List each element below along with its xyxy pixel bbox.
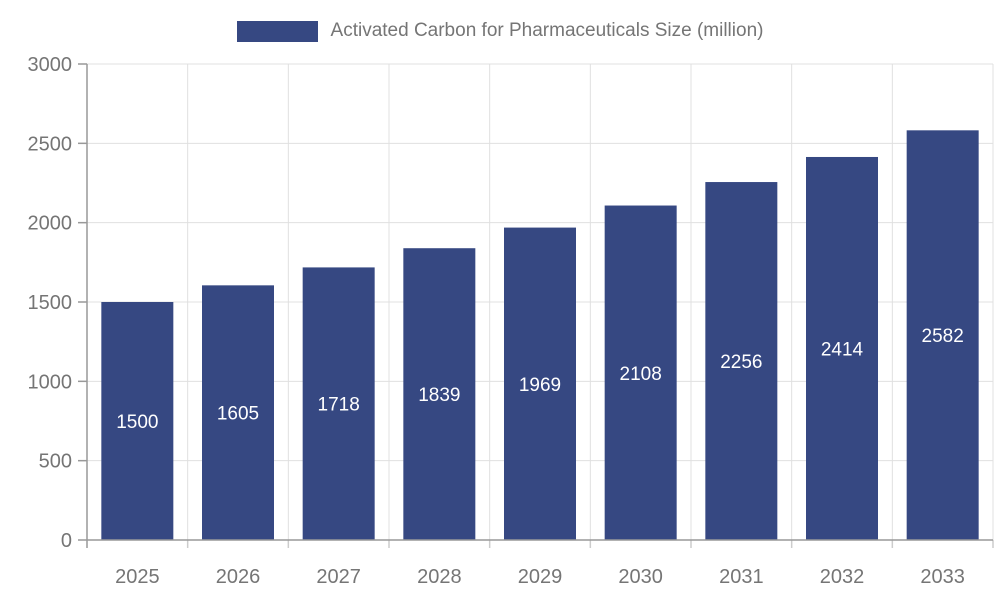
bar[interactable] [806, 156, 878, 540]
bar-value-label: 1605 [217, 404, 259, 425]
legend-label: Activated Carbon for Pharmaceuticals Siz… [330, 20, 764, 41]
bar[interactable] [504, 227, 576, 540]
x-axis-tick-label: 2026 [216, 566, 261, 588]
bar-value-label: 2256 [720, 352, 762, 373]
bar-value-label: 1718 [318, 395, 360, 416]
bar[interactable] [101, 302, 174, 540]
y-axis-tick-label: 500 [39, 451, 72, 473]
bar[interactable] [906, 130, 979, 540]
y-axis-tick-label: 2500 [28, 133, 73, 155]
y-axis-tick-label: 3000 [28, 54, 73, 76]
x-axis-tick-label: 2027 [316, 566, 361, 588]
bar-value-label: 2582 [922, 326, 964, 347]
bar-value-label: 2414 [821, 339, 864, 360]
y-axis-tick-label: 1000 [28, 371, 73, 393]
bar[interactable] [604, 205, 677, 540]
y-axis-tick-label: 2000 [28, 213, 73, 235]
bar-value-label: 1500 [116, 412, 158, 433]
bar-value-label: 2108 [620, 364, 662, 385]
x-axis-tick-label: 2031 [719, 566, 764, 588]
bar-value-label: 1969 [519, 375, 561, 396]
x-axis-tick-label: 2029 [518, 566, 563, 588]
y-axis-tick-label: 1500 [28, 292, 73, 314]
x-axis-tick-label: 2028 [417, 566, 462, 588]
y-axis-tick-label: 0 [61, 530, 72, 552]
legend-swatch [236, 20, 318, 42]
bar[interactable] [302, 267, 375, 540]
bar[interactable] [705, 182, 778, 540]
x-axis-tick-label: 2032 [820, 566, 865, 588]
legend[interactable]: Activated Carbon for Pharmaceuticals Siz… [0, 18, 1000, 44]
x-axis-tick-label: 2030 [618, 566, 663, 588]
x-axis-tick-label: 2033 [920, 566, 965, 588]
bar[interactable] [403, 248, 476, 540]
x-axis-tick-label: 2025 [115, 566, 160, 588]
bar[interactable] [202, 285, 274, 540]
bar-value-label: 1839 [418, 385, 460, 406]
